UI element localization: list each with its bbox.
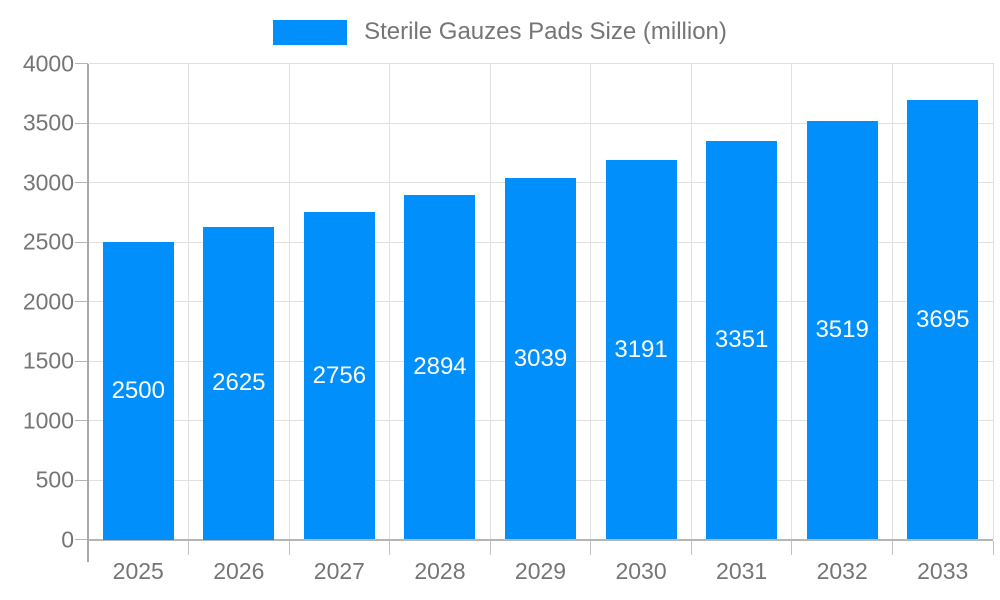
y-axis-tick <box>75 122 88 124</box>
x-axis-tick <box>891 540 893 555</box>
bar-value-label: 3191 <box>614 335 668 363</box>
y-axis-tick <box>75 63 88 64</box>
x-axis-tick <box>389 540 391 555</box>
y-axis-label: 2000 <box>22 288 74 314</box>
y-gridline <box>89 122 994 124</box>
x-axis-label: 2025 <box>112 557 164 584</box>
x-axis-line <box>88 538 993 541</box>
y-axis-line <box>87 63 89 562</box>
y-axis-tick <box>75 182 88 183</box>
y-axis-tick <box>75 539 88 540</box>
y-axis-tick <box>75 301 88 302</box>
legend[interactable]: Sterile Gauzes Pads Size (million) <box>0 18 1000 45</box>
x-gridline <box>992 63 994 540</box>
bar[interactable] <box>303 211 375 540</box>
x-gridline <box>188 63 190 540</box>
x-axis-tick <box>590 540 592 555</box>
y-axis-tick <box>75 479 88 481</box>
x-axis-label: 2026 <box>213 557 265 584</box>
x-axis-tick <box>992 540 994 555</box>
bar[interactable] <box>203 227 275 540</box>
bar[interactable] <box>806 120 878 540</box>
bar-value-label: 2500 <box>111 376 165 404</box>
bar[interactable] <box>505 177 576 540</box>
x-axis-label: 2028 <box>414 557 466 584</box>
x-axis-tick <box>288 540 290 555</box>
bar-value-label: 2625 <box>212 369 266 397</box>
bar[interactable] <box>706 140 778 540</box>
y-axis-tick <box>75 360 88 362</box>
bar[interactable] <box>605 159 677 540</box>
x-gridline <box>690 63 692 540</box>
bar-value-label: 2894 <box>413 353 467 381</box>
x-axis-tick <box>791 540 793 555</box>
x-axis-label: 2032 <box>816 557 868 584</box>
y-axis-label: 500 <box>35 466 74 493</box>
x-axis-label: 2031 <box>716 557 768 584</box>
bar-value-label: 3039 <box>513 344 568 372</box>
legend-label: Sterile Gauzes Pads Size (million) <box>364 18 727 45</box>
bar-value-label: 3519 <box>815 316 869 344</box>
legend-marker <box>273 19 348 45</box>
y-axis-label: 3500 <box>22 109 74 136</box>
y-axis-label: 1000 <box>22 407 74 433</box>
bar-value-label: 2756 <box>312 361 367 389</box>
x-gridline <box>891 63 893 540</box>
x-gridline <box>791 63 793 540</box>
x-gridline <box>389 63 391 540</box>
bar[interactable] <box>404 195 476 540</box>
bar-value-label: 3351 <box>714 326 769 354</box>
y-axis-tick <box>75 420 88 421</box>
y-axis-label: 1500 <box>22 347 74 374</box>
y-axis-label: 3000 <box>22 169 74 195</box>
y-axis-label: 4000 <box>22 50 74 76</box>
x-axis-tick <box>690 540 692 555</box>
y-axis-label: 0 <box>61 526 74 552</box>
bar-value-label: 3695 <box>916 305 970 333</box>
x-axis-label: 2029 <box>514 557 567 584</box>
y-axis-tick <box>75 241 88 243</box>
x-axis-label: 2027 <box>313 557 365 584</box>
x-gridline <box>489 63 491 540</box>
x-axis-label: 2033 <box>917 557 969 584</box>
x-axis-tick <box>188 540 190 555</box>
x-gridline <box>590 63 592 540</box>
x-axis-label: 2030 <box>615 557 667 584</box>
y-axis-label: 2500 <box>22 228 74 255</box>
x-axis-tick <box>489 540 491 555</box>
y-gridline <box>89 63 994 64</box>
bar[interactable] <box>907 99 979 540</box>
x-gridline <box>288 63 290 540</box>
bar[interactable] <box>102 242 174 540</box>
